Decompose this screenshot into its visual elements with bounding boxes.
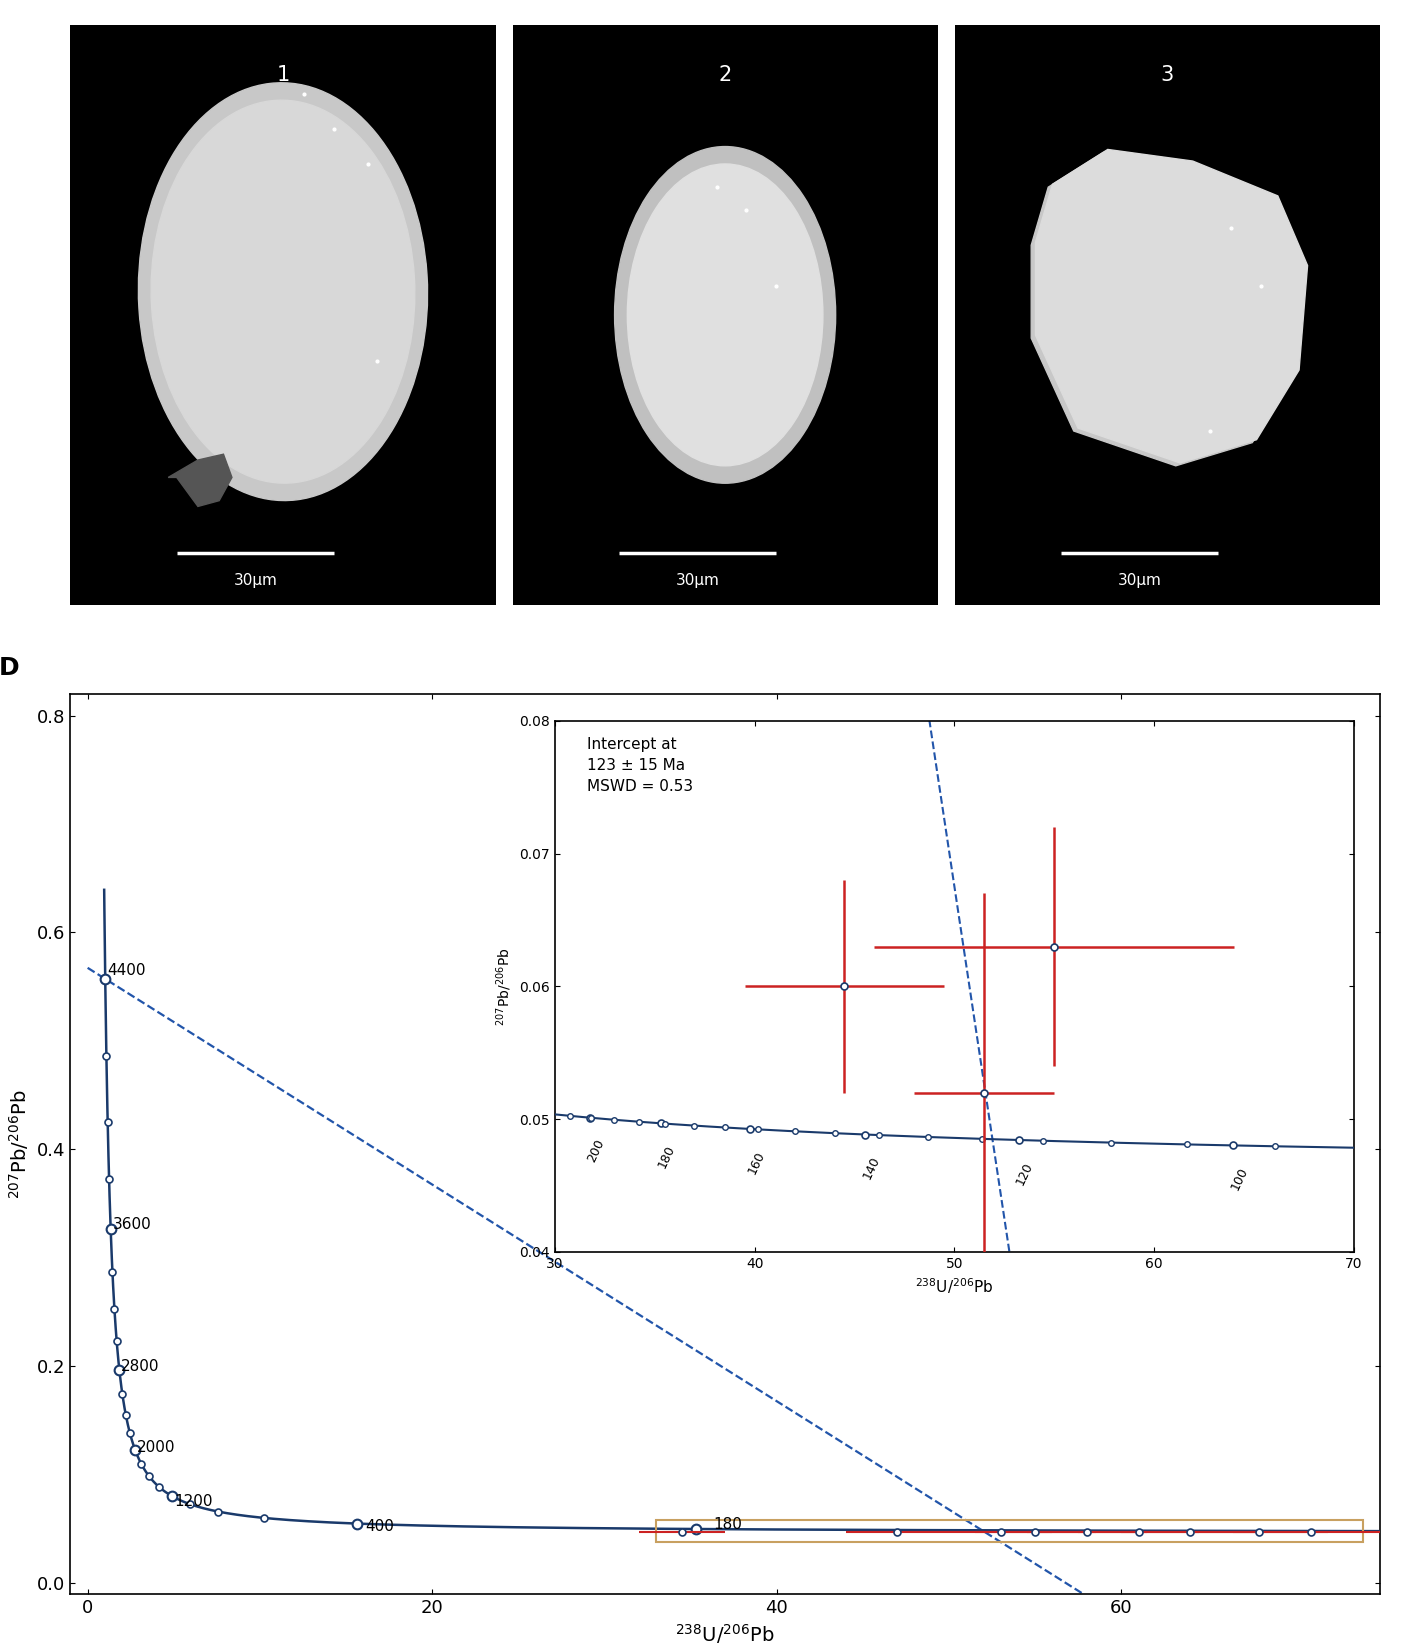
- Ellipse shape: [151, 100, 415, 483]
- Polygon shape: [1031, 153, 1304, 467]
- Text: 180: 180: [714, 1516, 742, 1533]
- Text: 4400: 4400: [107, 963, 146, 978]
- Text: 30μm: 30μm: [234, 573, 277, 588]
- Y-axis label: $^{207}$Pb/$^{206}$Pb: $^{207}$Pb/$^{206}$Pb: [7, 1089, 31, 1198]
- Text: 2: 2: [718, 66, 732, 85]
- Text: 30μm: 30μm: [676, 573, 719, 588]
- Text: 30μm: 30μm: [1118, 573, 1162, 588]
- Ellipse shape: [138, 82, 428, 501]
- Ellipse shape: [614, 146, 836, 483]
- Ellipse shape: [628, 164, 822, 467]
- Text: 3600: 3600: [113, 1217, 152, 1232]
- Text: 2800: 2800: [121, 1359, 161, 1374]
- Text: D: D: [0, 657, 18, 680]
- X-axis label: $^{238}$U/$^{206}$Pb: $^{238}$U/$^{206}$Pb: [676, 1622, 774, 1643]
- Text: 2000: 2000: [137, 1439, 176, 1456]
- Text: 1200: 1200: [175, 1493, 213, 1508]
- Text: 1: 1: [276, 66, 290, 85]
- Polygon shape: [168, 453, 232, 506]
- Polygon shape: [1035, 150, 1308, 463]
- Text: 3: 3: [1160, 66, 1174, 85]
- Bar: [656, 1520, 1363, 1541]
- Text: 400: 400: [366, 1520, 394, 1535]
